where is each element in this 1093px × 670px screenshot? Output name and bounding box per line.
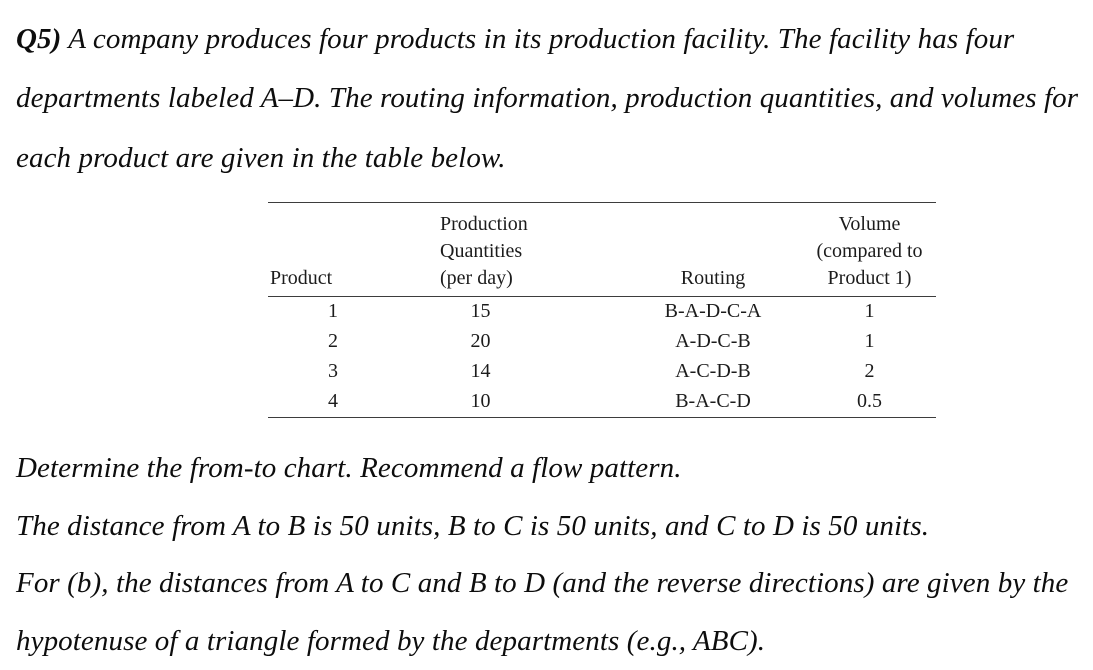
cell-product: 4 [328, 390, 338, 413]
table-body: 1 15 B-A-D-C-A 1 2 20 A-D-C-B 1 3 14 A-C… [268, 297, 936, 418]
intro-text: A company produces four products in its … [16, 23, 1079, 174]
cell-product: 1 [328, 300, 338, 323]
table-row: 4 10 B-A-C-D 0.5 [268, 387, 936, 418]
cell-routing: A-C-D-B [675, 360, 751, 383]
header-routing: Routing [680, 267, 746, 290]
routing-table-container: Product Production Quantities (per day) … [268, 202, 936, 419]
header-quantities: Production Quantities (per day) [398, 203, 623, 297]
table-header: Product Production Quantities (per day) … [268, 203, 936, 297]
header-quantities-line1: Production [440, 213, 528, 236]
cell-volume: 2 [864, 360, 875, 383]
header-volume-line2: (compared to [816, 240, 923, 263]
table-row: 1 15 B-A-D-C-A 1 [268, 297, 936, 328]
cell-routing: B-A-C-D [675, 390, 751, 413]
header-quantities-line3: (per day) [440, 267, 513, 290]
cell-routing: B-A-D-C-A [664, 300, 762, 323]
cell-quantity: 15 [470, 300, 491, 323]
cell-quantity: 14 [470, 360, 491, 383]
cell-volume: 1 [864, 330, 875, 353]
footer-text-block: Determine the from-to chart. Recommend a… [16, 440, 1081, 670]
cell-product: 2 [328, 330, 338, 353]
cell-routing: A-D-C-B [675, 330, 751, 353]
header-quantities-line2: Quantities [440, 240, 523, 263]
footer-paragraph-distances: The distance from A to B is 50 units, B … [16, 509, 930, 542]
cell-quantity: 20 [470, 330, 491, 353]
header-volume-line1: Volume [838, 213, 901, 236]
footer-paragraph-hypotenuse: For (b), the distances from A to C and B… [16, 567, 1069, 657]
question-label: Q5) [16, 23, 62, 55]
routing-table: Product Production Quantities (per day) … [268, 202, 936, 419]
header-volume: Volume (compared to Product 1) [803, 203, 936, 297]
header-product: Product [270, 267, 333, 290]
cell-volume: 1 [864, 300, 875, 323]
intro-paragraph: Q5) A company produces four products in … [16, 10, 1081, 188]
header-volume-line3: Product 1) [827, 267, 912, 290]
cell-quantity: 10 [470, 390, 491, 413]
footer-paragraph-task: Determine the from-to chart. Recommend a… [16, 452, 682, 485]
cell-volume: 0.5 [857, 390, 882, 413]
cell-product: 3 [328, 360, 338, 383]
table-row: 3 14 A-C-D-B 2 [268, 357, 936, 387]
table-row: 2 20 A-D-C-B 1 [268, 327, 936, 357]
table-header-row: Product Production Quantities (per day) … [268, 203, 936, 297]
